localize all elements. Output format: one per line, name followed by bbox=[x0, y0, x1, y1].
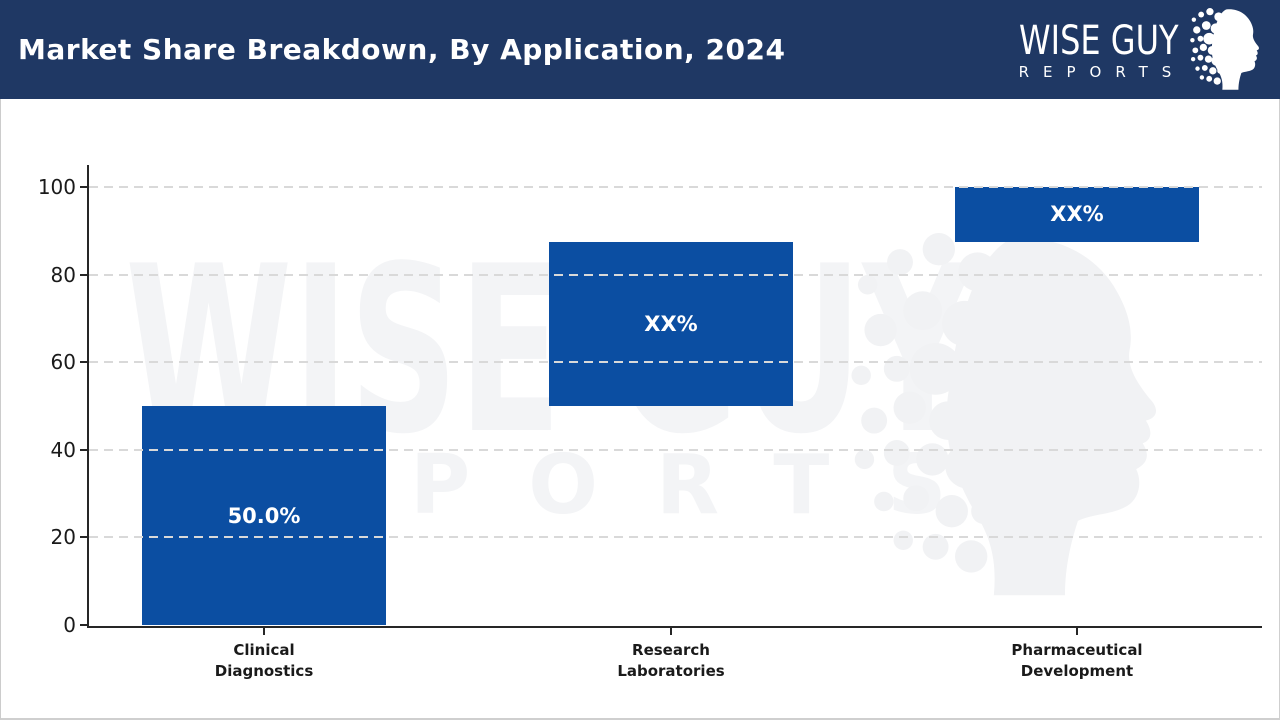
bar-value-label: XX% bbox=[1050, 202, 1104, 227]
logo-reports-label: REPORTS bbox=[1018, 63, 1186, 81]
y-tick bbox=[80, 624, 88, 626]
x-category-line: Laboratories bbox=[617, 662, 725, 680]
wiseguy-logo: WISE GUY REPORTS bbox=[1019, 6, 1268, 94]
bar-value-label: XX% bbox=[644, 311, 698, 336]
y-tick-label: 60 bbox=[50, 350, 76, 375]
bar bbox=[142, 406, 386, 625]
x-tick bbox=[670, 628, 672, 635]
y-tick bbox=[80, 361, 88, 364]
y-axis-line bbox=[87, 165, 89, 628]
header: Market Share Breakdown, By Application, … bbox=[0, 0, 1280, 99]
gridline bbox=[89, 186, 1262, 188]
x-axis-line bbox=[87, 626, 1262, 628]
y-tick-label: 40 bbox=[50, 437, 76, 462]
gridline bbox=[89, 361, 1262, 364]
x-category-label: Pharmaceutical Development bbox=[957, 640, 1197, 682]
x-tick bbox=[263, 628, 265, 635]
bar-value-label: 50.0% bbox=[227, 503, 301, 528]
x-tick bbox=[1076, 628, 1078, 635]
x-category-line: Pharmaceutical bbox=[1011, 641, 1143, 659]
y-tick-label: 20 bbox=[50, 525, 76, 550]
logo-wordmark: WISE GUY bbox=[1018, 18, 1179, 64]
y-tick-label: 80 bbox=[50, 262, 76, 287]
gridline bbox=[89, 273, 1262, 276]
page-title: Market Share Breakdown, By Application, … bbox=[18, 33, 786, 66]
y-tick-label: 100 bbox=[37, 175, 76, 199]
gridline bbox=[89, 448, 1262, 451]
y-tick bbox=[80, 273, 88, 276]
bar bbox=[549, 241, 793, 406]
x-category-line: Development bbox=[1020, 662, 1134, 680]
y-tick-label: 0 bbox=[63, 613, 76, 637]
y-tick bbox=[80, 186, 88, 188]
gridline bbox=[89, 536, 1262, 539]
y-tick bbox=[80, 536, 88, 539]
x-category-label: Clinical Diagnostics bbox=[144, 640, 384, 682]
x-category-line: Clinical bbox=[233, 641, 295, 659]
x-category-line: Diagnostics bbox=[214, 662, 314, 680]
bar bbox=[955, 187, 1199, 242]
x-category-label: Research Laboratories bbox=[551, 640, 791, 682]
x-category-line: Research bbox=[632, 641, 710, 659]
y-tick bbox=[80, 448, 88, 451]
